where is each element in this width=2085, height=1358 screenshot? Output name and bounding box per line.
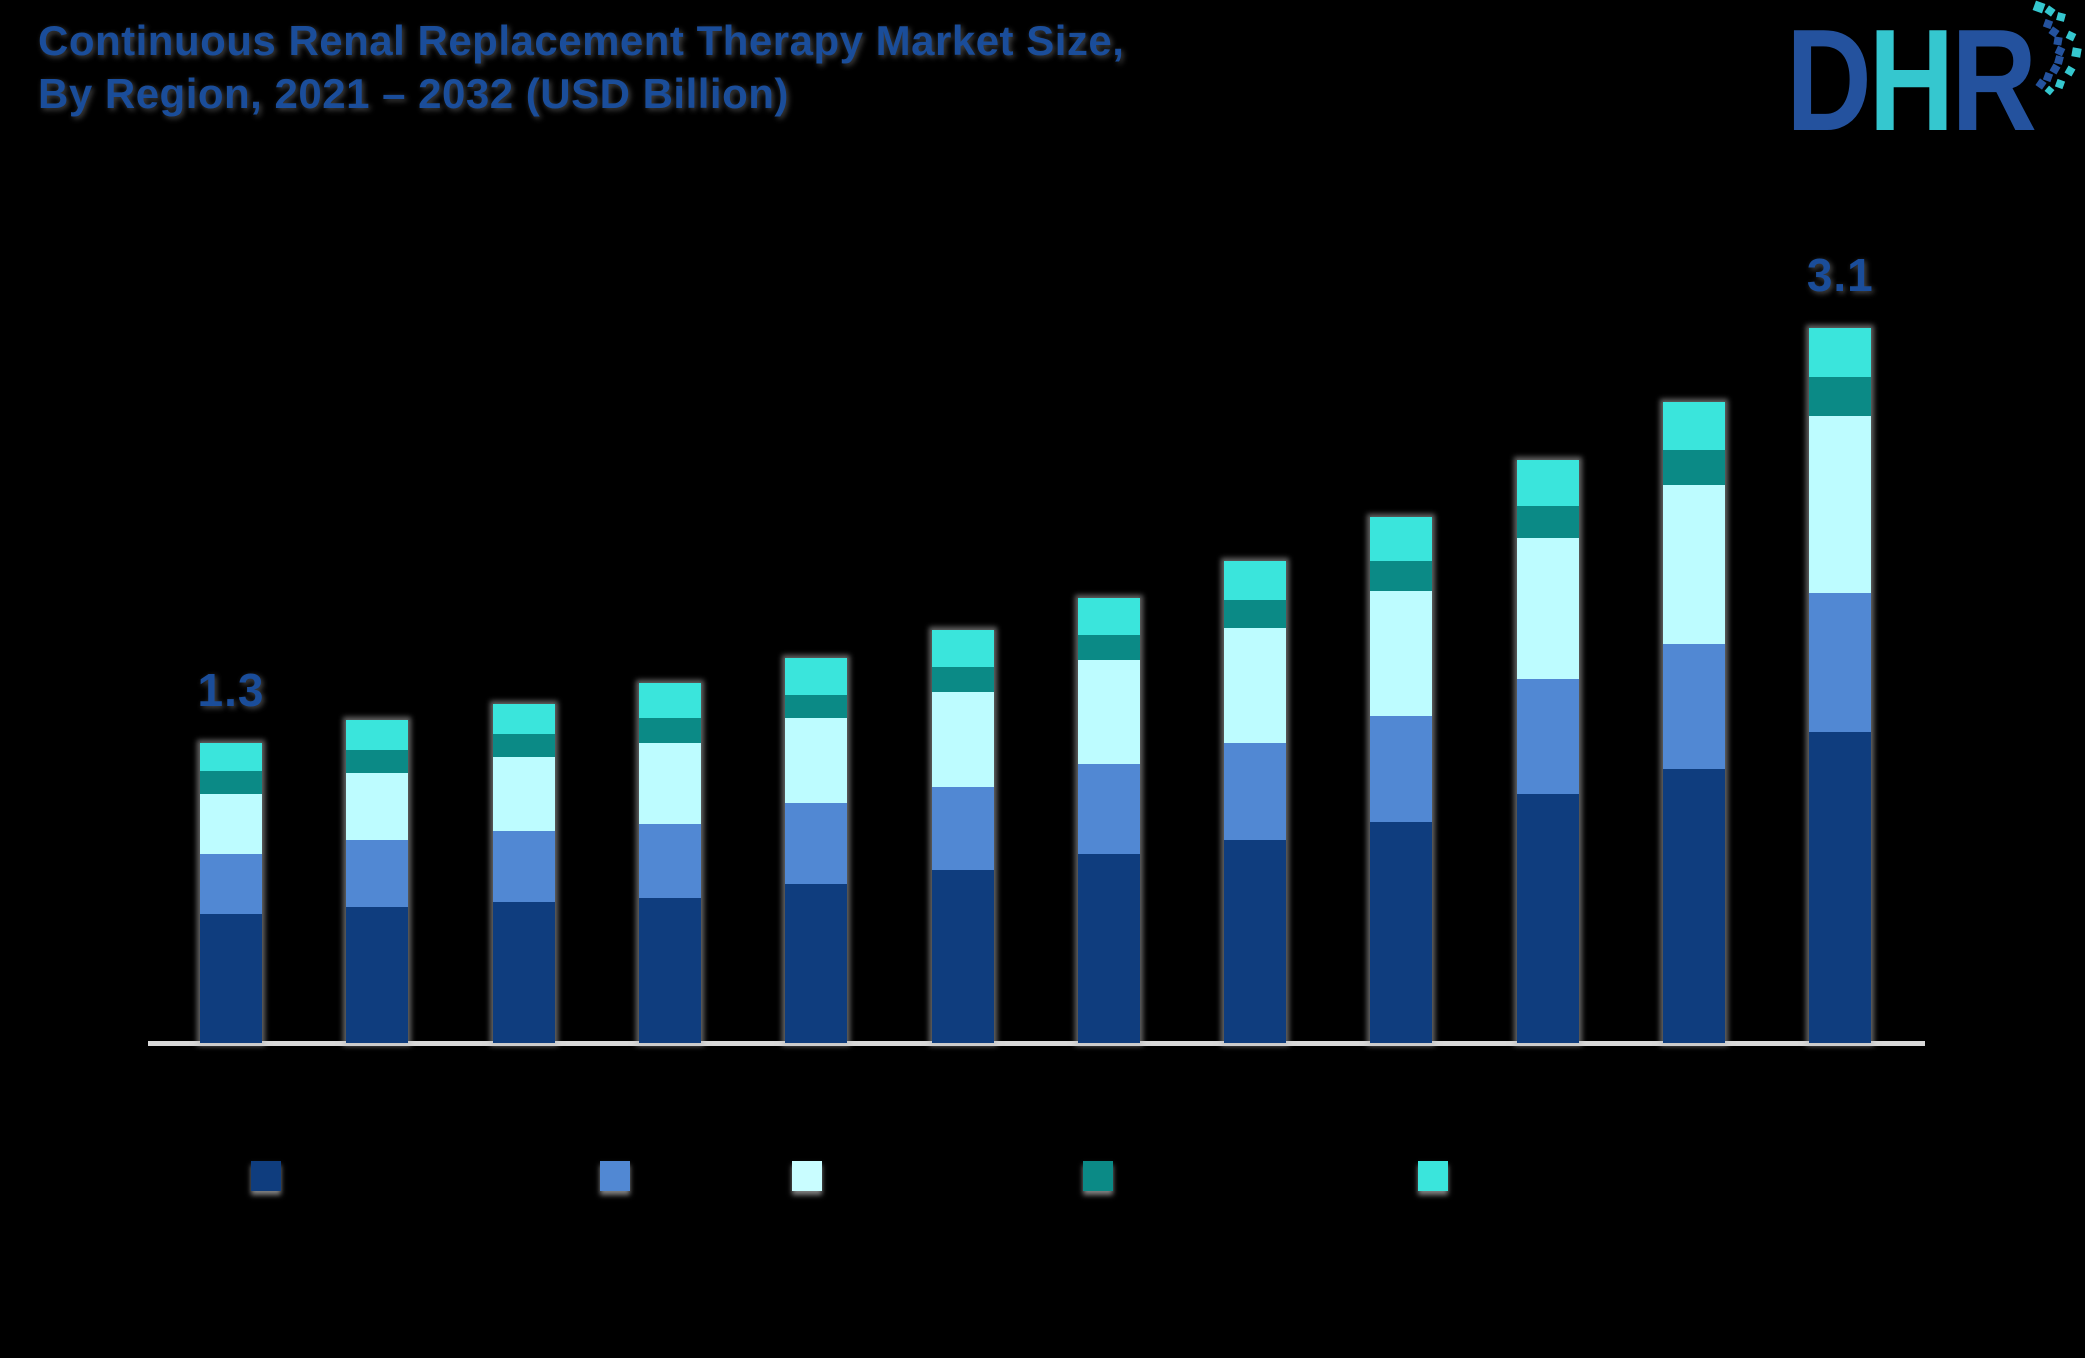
segment-series-5-turquoise-2025 xyxy=(785,657,848,695)
segment-series-2-blue-2026 xyxy=(931,787,994,871)
segment-series-5-turquoise-2028 xyxy=(1224,561,1287,601)
legend-marker-3 xyxy=(792,1161,822,1191)
chart-title-line1: Continuous Renal Replacement Therapy Mar… xyxy=(38,17,1125,64)
segment-series-1-navy-2023 xyxy=(492,902,555,1043)
logo-sparkle-square xyxy=(2056,12,2066,22)
value-label-2032: 3.1 xyxy=(1806,249,1874,302)
segment-series-4-teal-2021 xyxy=(200,770,262,794)
bar-2022 xyxy=(346,720,409,1043)
segment-series-5-turquoise-2026 xyxy=(931,630,994,668)
segment-series-5-turquoise-2024 xyxy=(638,683,701,718)
segment-series-2-blue-2024 xyxy=(638,823,701,898)
segment-series-2-blue-2025 xyxy=(785,803,848,884)
segment-series-4-teal-2031 xyxy=(1663,450,1725,485)
segment-series-3-light-cyan-2024 xyxy=(638,743,701,824)
legend-marker-4 xyxy=(1083,1161,1113,1191)
segment-series-5-turquoise-2029 xyxy=(1370,517,1433,562)
logo-letter-r: R xyxy=(1951,0,2037,161)
logo-letter-h: H xyxy=(1868,0,1955,161)
segment-series-2-blue-2030 xyxy=(1516,678,1579,794)
segment-series-4-teal-2024 xyxy=(638,717,701,744)
segment-series-4-teal-2028 xyxy=(1224,600,1287,628)
segment-series-3-light-cyan-2025 xyxy=(785,717,848,804)
segment-series-1-navy-2026 xyxy=(931,870,994,1043)
segment-series-5-turquoise-2022 xyxy=(346,720,409,751)
segment-series-3-light-cyan-2030 xyxy=(1516,537,1579,679)
logo-sparkle-square xyxy=(2053,36,2063,46)
segment-series-1-navy-2025 xyxy=(785,883,848,1043)
segment-series-2-blue-2027 xyxy=(1077,763,1140,854)
segment-series-3-light-cyan-2029 xyxy=(1370,591,1433,716)
segment-series-3-light-cyan-2023 xyxy=(492,757,555,831)
logo-sparkle-square xyxy=(2065,30,2077,42)
segment-series-3-light-cyan-2028 xyxy=(1224,627,1287,744)
segment-series-1-navy-2030 xyxy=(1516,793,1579,1043)
segment-series-1-navy-2032 xyxy=(1809,731,1872,1043)
segment-series-4-teal-2027 xyxy=(1077,634,1140,661)
segment-series-1-navy-2031 xyxy=(1663,768,1725,1043)
logo-letter-d: D xyxy=(1786,0,1872,161)
segment-series-3-light-cyan-2022 xyxy=(346,773,409,841)
bar-2021 xyxy=(200,743,262,1043)
segment-series-5-turquoise-2027 xyxy=(1077,597,1140,635)
segment-series-2-blue-2031 xyxy=(1663,644,1725,769)
segment-series-1-navy-2024 xyxy=(638,897,701,1043)
bar-2032 xyxy=(1809,328,1872,1043)
segment-series-4-teal-2029 xyxy=(1370,561,1433,592)
bar-2030 xyxy=(1516,459,1579,1043)
page-title: Continuous Renal Replacement Therapy Mar… xyxy=(38,14,1124,120)
bar-2028 xyxy=(1224,561,1287,1043)
x-axis-line xyxy=(148,1041,1925,1046)
segment-series-5-turquoise-2023 xyxy=(492,704,555,734)
segment-series-5-turquoise-2030 xyxy=(1516,459,1579,506)
legend-marker-1 xyxy=(251,1161,281,1191)
segment-series-4-teal-2032 xyxy=(1809,376,1872,416)
segment-series-5-turquoise-2021 xyxy=(200,743,262,771)
segment-series-4-teal-2026 xyxy=(931,667,994,693)
bar-2023 xyxy=(492,704,555,1043)
bar-2025 xyxy=(785,657,848,1043)
logo-sparkle-square xyxy=(2064,65,2076,77)
logo-sparkle-square xyxy=(2044,5,2056,17)
segment-series-1-navy-2021 xyxy=(200,913,262,1043)
dhr-logo: DHR xyxy=(1786,8,2037,153)
chart-title-line2: By Region, 2021 – 2032 (USD Billion) xyxy=(38,70,789,117)
bar-2026 xyxy=(931,630,994,1043)
segment-series-2-blue-2029 xyxy=(1370,715,1433,822)
segment-series-2-blue-2032 xyxy=(1809,593,1872,732)
segment-series-5-turquoise-2032 xyxy=(1809,328,1872,377)
logo-sparkle-square xyxy=(2054,78,2066,90)
segment-series-4-teal-2023 xyxy=(492,734,555,758)
legend-marker-2 xyxy=(600,1161,630,1191)
segment-series-1-navy-2027 xyxy=(1077,853,1140,1043)
bar-2031 xyxy=(1663,401,1725,1043)
segment-series-3-light-cyan-2027 xyxy=(1077,660,1140,764)
logo-sparkle-square xyxy=(2044,85,2055,96)
segment-series-2-blue-2023 xyxy=(492,830,555,903)
logo-sparkle-square xyxy=(2071,47,2082,58)
segment-series-4-teal-2022 xyxy=(346,750,409,774)
segment-series-1-navy-2022 xyxy=(346,906,409,1043)
segment-series-1-navy-2029 xyxy=(1370,821,1433,1043)
bar-2024 xyxy=(638,683,701,1043)
segment-series-2-blue-2021 xyxy=(200,853,262,914)
segment-series-3-light-cyan-2026 xyxy=(931,692,994,788)
segment-series-4-teal-2025 xyxy=(785,694,848,718)
segment-series-4-teal-2030 xyxy=(1516,505,1579,538)
logo-sparkle-square xyxy=(2049,63,2061,75)
segment-series-2-blue-2022 xyxy=(346,840,409,907)
segment-series-3-light-cyan-2031 xyxy=(1663,484,1725,645)
segment-series-1-navy-2028 xyxy=(1224,840,1287,1043)
segment-series-3-light-cyan-2032 xyxy=(1809,415,1872,594)
bar-2029 xyxy=(1370,517,1433,1043)
segment-series-3-light-cyan-2021 xyxy=(200,793,262,854)
logo-sparkle-square xyxy=(2054,55,2064,65)
legend-marker-5 xyxy=(1418,1161,1448,1191)
segment-series-5-turquoise-2031 xyxy=(1663,401,1725,451)
segment-series-2-blue-2028 xyxy=(1224,743,1287,841)
bar-2027 xyxy=(1077,597,1140,1043)
value-label-2021: 1.3 xyxy=(197,664,265,717)
